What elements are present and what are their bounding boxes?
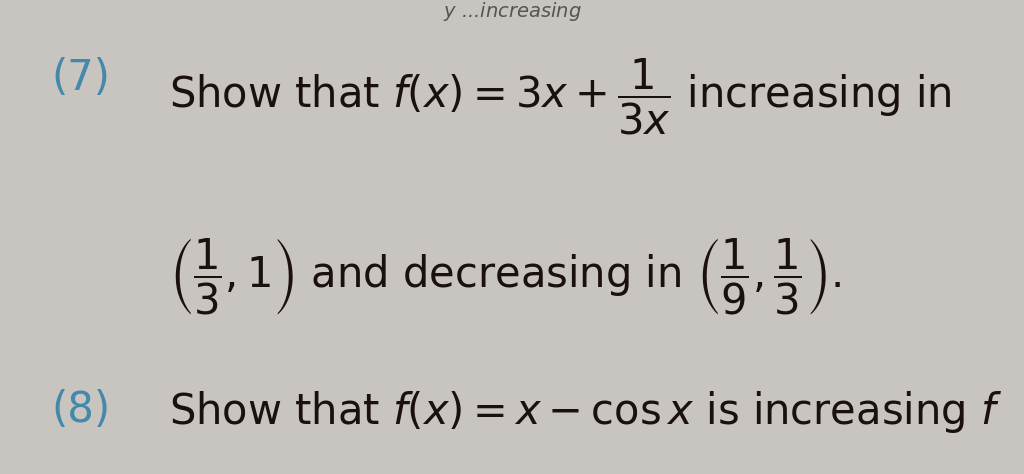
Text: $\left(\dfrac{1}{3},1\right)$ and decreasing in $\left(\dfrac{1}{9},\dfrac{1}{3}: $\left(\dfrac{1}{3},1\right)$ and decrea… — [169, 237, 841, 317]
Text: (8): (8) — [51, 389, 111, 431]
Text: (7): (7) — [51, 57, 110, 99]
Text: $y$ ...increasing: $y$ ...increasing — [442, 0, 582, 23]
Text: Show that $f(x)=3x+\dfrac{1}{3x}$ increasing in: Show that $f(x)=3x+\dfrac{1}{3x}$ increa… — [169, 57, 951, 137]
Text: Show that $f(x)=x-\cos x$ is increasing $f$: Show that $f(x)=x-\cos x$ is increasing … — [169, 389, 1002, 435]
